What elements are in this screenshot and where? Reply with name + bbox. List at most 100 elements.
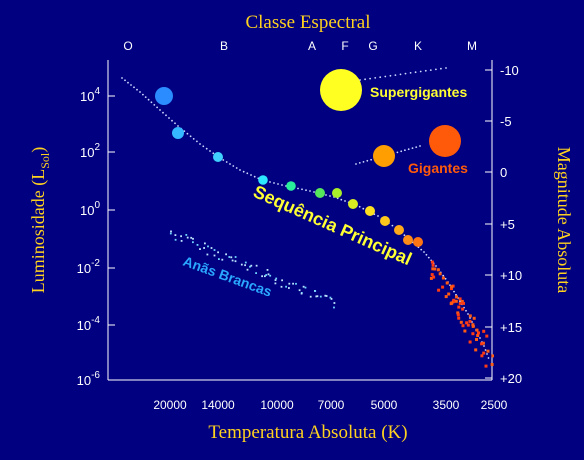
main-sequence-dot <box>483 345 485 347</box>
white-dwarf-dot <box>203 247 205 249</box>
main-sequence-dot <box>235 167 238 169</box>
white-dwarf-dot <box>267 273 270 276</box>
o-star <box>155 87 173 105</box>
red-dwarf-dot <box>468 314 472 318</box>
right-tick-label: +5 <box>500 217 515 232</box>
white-dwarf-dot <box>330 298 333 300</box>
right-tick-label: +20 <box>500 371 522 386</box>
supergiant-track-dot <box>384 75 387 78</box>
red-dwarf-dot <box>460 299 464 303</box>
main-sequence-dot <box>147 98 150 101</box>
white-dwarf-dot <box>249 265 251 268</box>
white-dwarf-dot <box>255 272 257 274</box>
right-tick-label: -10 <box>500 63 519 78</box>
white-dwarf-dot <box>231 259 234 262</box>
white-dwarf-dot <box>269 274 272 277</box>
a-star <box>213 152 223 162</box>
white-dwarf-dot <box>174 234 177 236</box>
main-sequence-dot <box>168 117 170 119</box>
left-tick-label: 10-4 <box>77 315 101 333</box>
red-dwarf-dot <box>457 305 461 309</box>
main-sequence-dot <box>469 317 471 319</box>
white-dwarf-dot <box>316 295 319 298</box>
white-dwarf-dot <box>234 256 237 258</box>
white-dwarf-dot <box>192 237 194 240</box>
main-sequence-dot <box>162 111 164 114</box>
red-dwarf-dot <box>475 338 478 341</box>
red-dwarf-dot <box>445 281 449 285</box>
main-sequence-dot <box>250 174 252 176</box>
main-sequence-dot <box>484 349 487 351</box>
main-sequence-dot <box>269 181 271 183</box>
red-dwarf-dot <box>459 320 463 324</box>
white-dwarf-dot <box>185 234 188 236</box>
red-dwarf-dot <box>468 319 472 323</box>
supergiant-track-dot <box>424 69 427 72</box>
k2-star <box>394 225 404 235</box>
main-sequence-dot <box>192 138 195 140</box>
k3-star <box>403 235 413 245</box>
supergiant-track-dot <box>394 74 397 76</box>
white-dwarf-dot <box>280 285 283 288</box>
top-tick-label: K <box>414 39 422 53</box>
bottom-tick-label: 14000 <box>201 398 235 412</box>
main-sequence-dot <box>423 251 425 253</box>
white-dwarf-dot <box>261 275 263 278</box>
red-dwarf-dot <box>482 351 486 355</box>
red-dwarf-dot <box>454 299 458 303</box>
main-sequence-dot <box>183 130 186 133</box>
main-sequence-dot <box>253 175 256 178</box>
white-dwarf-dot <box>274 279 277 281</box>
red-dwarf-dot <box>463 329 467 333</box>
white-dwarf-dot <box>292 282 294 285</box>
giant-track-dot <box>396 151 399 154</box>
red-dwarf-dot <box>450 287 453 291</box>
main-sequence-dot <box>486 353 488 355</box>
main-sequence-dot <box>403 234 406 237</box>
main-sequence-dot <box>362 207 365 210</box>
top-tick-label: F <box>341 39 348 53</box>
left-tick-label: 102 <box>80 142 100 160</box>
main-sequence-dot <box>325 194 327 196</box>
main-sequence-dot <box>186 132 189 135</box>
main-sequence-dot <box>242 170 245 173</box>
right-magnitude-ticks: -10 -5 0 +5 +10 +15 +20 <box>485 63 522 386</box>
red-dwarf-dot <box>484 364 488 368</box>
main-sequence-dot <box>229 163 231 165</box>
red-dwarf-dot <box>461 324 465 328</box>
main-sequence-dot <box>442 274 445 277</box>
main-sequence-dot <box>174 122 176 125</box>
white-dwarf-dot <box>288 282 291 285</box>
left-axis-title-close: ) <box>28 147 49 153</box>
right-tick-label: +10 <box>500 268 522 283</box>
main-sequence-dot <box>209 150 211 152</box>
right-tick-label: 0 <box>500 165 507 180</box>
white-dwarf-dot <box>325 295 328 297</box>
white-dwarf-dot <box>319 295 322 298</box>
red-dwarf-dot <box>430 260 434 264</box>
giant-track-dot <box>419 145 421 147</box>
main-sequence-dot <box>329 195 331 197</box>
red-giant <box>429 125 461 157</box>
top-tick-label: G <box>368 39 377 53</box>
supergiant-track-dot <box>445 67 447 69</box>
red-dwarf-dot <box>490 363 494 366</box>
white-dwarf-dot <box>206 253 209 256</box>
main-sequence-dot <box>189 135 192 138</box>
left-tick-label: 100 <box>80 200 100 218</box>
red-dwarf-dot <box>450 301 454 305</box>
white-dwarf-dot <box>295 282 297 285</box>
red-dwarf-dot <box>471 332 475 336</box>
main-sequence-dot <box>344 200 346 202</box>
white-dwarf-dot <box>266 269 269 271</box>
white-dwarf-dot <box>244 264 246 267</box>
supergiant-track-dot <box>419 70 422 73</box>
main-sequence-dot <box>358 205 361 208</box>
red-dwarf-dot <box>468 340 472 344</box>
right-axis-title: Magnitude Absoluta <box>554 147 574 294</box>
main-sequence-dot <box>467 313 469 315</box>
red-dwarf-dot <box>485 334 489 338</box>
white-dwarf-dot <box>304 286 307 289</box>
white-dwarf-dot <box>329 296 332 299</box>
giants-label: Gigantes <box>408 160 468 176</box>
